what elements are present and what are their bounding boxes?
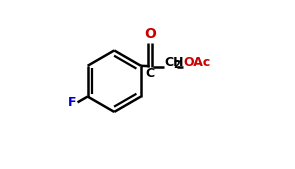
Text: CH: CH xyxy=(164,56,184,69)
Text: O: O xyxy=(144,27,156,41)
Text: F: F xyxy=(68,96,76,109)
Text: 2: 2 xyxy=(173,60,180,70)
Text: C: C xyxy=(146,67,155,80)
Text: OAc: OAc xyxy=(183,56,211,69)
